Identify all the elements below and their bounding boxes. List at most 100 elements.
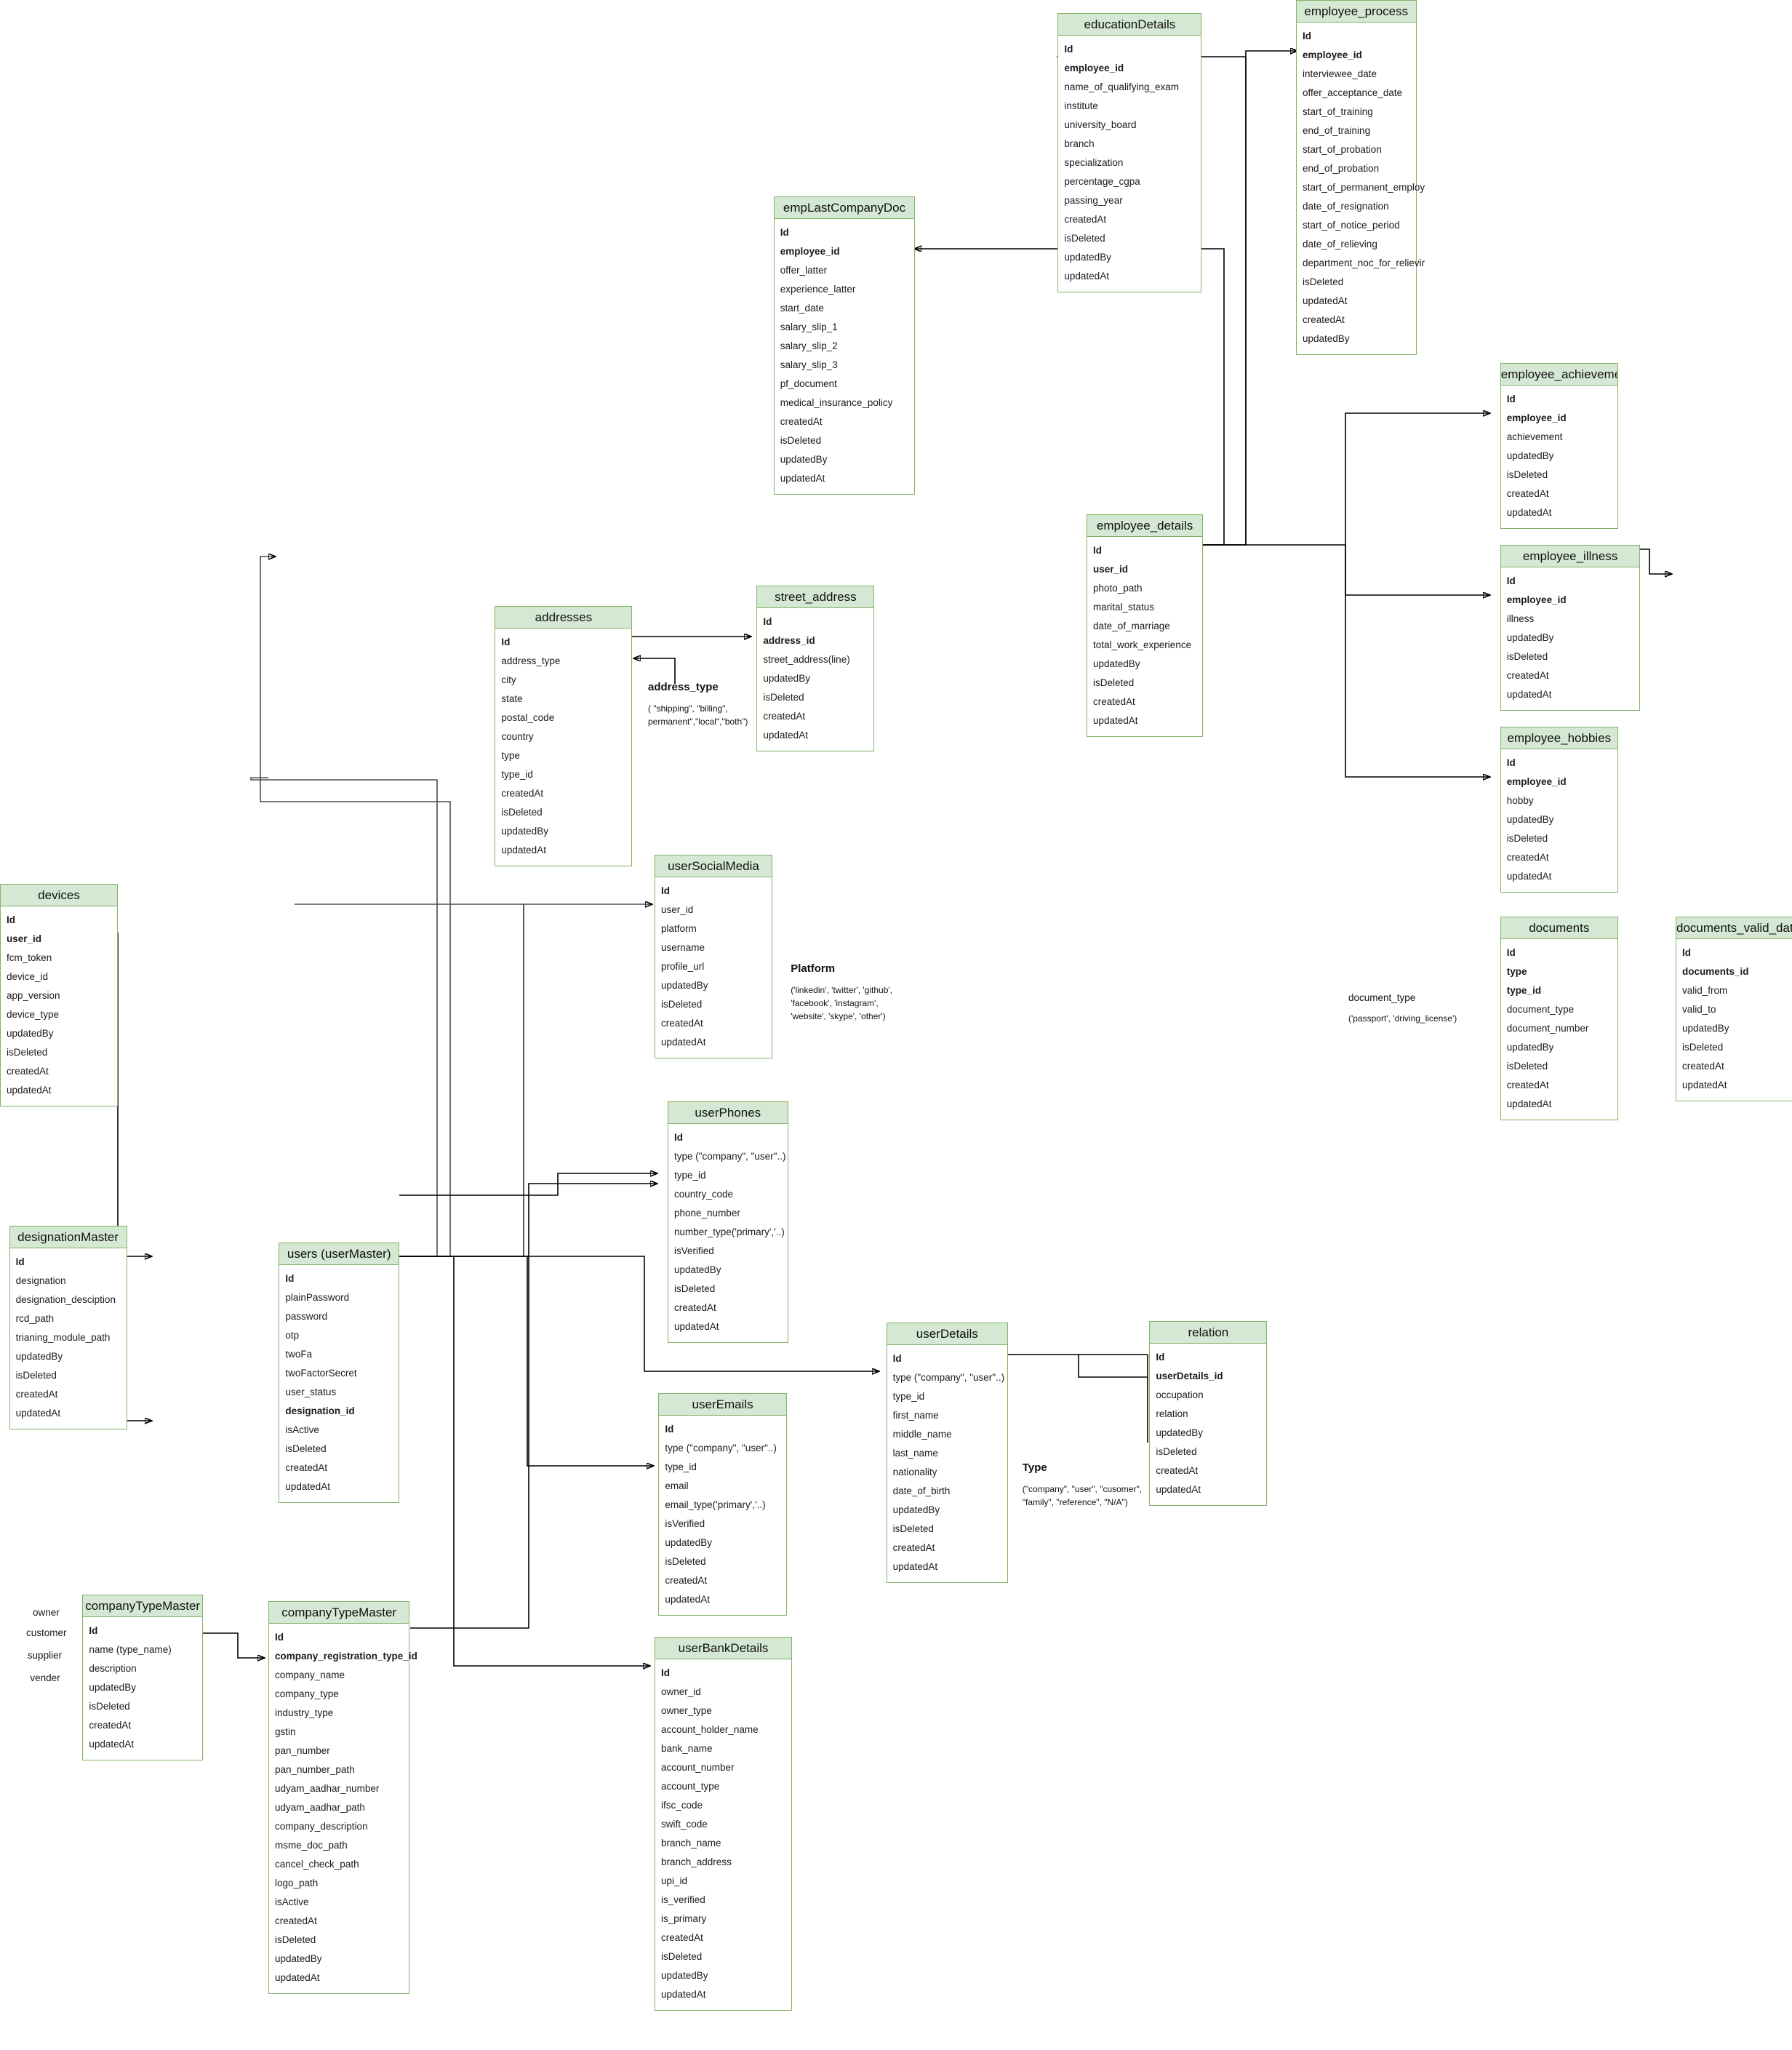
entity-field: date_of_relieving <box>1303 239 1377 250</box>
entity-field: username <box>661 942 705 954</box>
entity-title: companyTypeMaster <box>269 1602 409 1624</box>
entity-field: offer_latter <box>780 265 828 276</box>
entity-companyTypeMaster_right[interactable]: companyTypeMaster Id company_registration_… <box>268 1601 417 1995</box>
entity-employee_hobbies[interactable]: employee_hobbies Id employee_id hobby update… <box>1500 727 1618 893</box>
entity-field: type ("company", "user"..) <box>892 1372 1005 1383</box>
entity-street_address[interactable]: street_address Id address_id street_address… <box>756 585 875 751</box>
entity-employee_details[interactable]: employee_details Id user_id photo_path marit… <box>1087 514 1204 738</box>
entity-field: isDeleted <box>7 1047 48 1058</box>
entity-field: createdAt <box>780 416 823 427</box>
entity-field: updatedAt <box>1506 506 1552 518</box>
entity-field: Id <box>892 1353 902 1364</box>
entity-field: updatedBy <box>275 1953 322 1965</box>
entity-field-list: Id type ("company", "user"..) type_id first… <box>887 1345 1007 1582</box>
entity-field: Id <box>501 637 511 648</box>
entity-field: institute <box>1064 100 1098 111</box>
entity-userSocialMedia[interactable]: userSocialMedia Id user_id platform username… <box>655 855 772 1059</box>
entity-field: account_type <box>661 1781 720 1792</box>
entity-userBankDetails[interactable]: userBankDetails Id owner_id owner_type accou… <box>655 1637 792 2011</box>
entity-field: device_type <box>7 1009 60 1020</box>
entity-field: last_name <box>892 1448 938 1459</box>
entity-field: illness <box>1506 613 1535 624</box>
entity-field: createdAt <box>15 1388 58 1400</box>
entity-field: app_version <box>7 990 60 1001</box>
entity-relation[interactable]: relation Id userDetails_id occupation relati… <box>1149 1321 1268 1507</box>
entity-field: createdAt <box>285 1462 328 1474</box>
entity-title: educationDetails <box>1058 14 1201 36</box>
entity-title: documents_valid_date <box>1676 917 1792 939</box>
entity-field: profile_url <box>661 961 705 973</box>
entity-field: isDeleted <box>1506 1061 1548 1072</box>
entity-field: employee_id <box>1506 412 1567 423</box>
entity-field: createdAt <box>501 788 544 799</box>
entity-field: is_primary <box>661 1913 707 1924</box>
entity-field: Id <box>763 615 772 627</box>
note-title: address_type <box>648 681 719 693</box>
entity-field: Id <box>1682 947 1691 958</box>
entity-field-list: Id address_id street_address(line) updatedB… <box>757 608 873 751</box>
entity-field: createdAt <box>674 1301 716 1313</box>
entity-field: Id <box>665 1424 674 1435</box>
entity-field: specialization <box>1064 157 1124 168</box>
entity-field: university_board <box>1064 119 1137 130</box>
entity-field-list: Id type ("company", "user"..) type_id count… <box>668 1124 788 1342</box>
entity-field-list: Id user_id platform username profile_url upda… <box>655 877 772 1058</box>
entity-field: branch_address <box>661 1856 732 1867</box>
entity-devices[interactable]: devices Id user_id fcm_token device_id app_ve… <box>0 884 118 1106</box>
entity-designationMaster[interactable]: designationMaster Id designation designatio… <box>9 1225 127 1429</box>
entity-field: swift_code <box>661 1819 708 1830</box>
entity-field: createdAt <box>1506 487 1549 499</box>
entity-field: createdAt <box>1156 1465 1199 1477</box>
entity-users[interactable]: users (userMaster) Id plainPassword passwor… <box>279 1243 399 1504</box>
entity-title: userPhones <box>668 1101 788 1124</box>
entity-employee_process[interactable]: employee_process Id employee_id interviewee… <box>1296 0 1425 355</box>
entity-field: employee_id <box>1506 776 1567 787</box>
entity-field: start_of_training <box>1303 106 1373 117</box>
entity-userPhones[interactable]: userPhones Id type ("company", "user"..) ty… <box>668 1101 788 1343</box>
entity-field: isDeleted <box>15 1369 57 1381</box>
entity-field: updatedAt <box>1506 871 1552 882</box>
note-line: 'facebook', 'instagram', <box>791 998 879 1008</box>
note-line: ('linkedin', 'twitter', 'github', <box>791 985 892 995</box>
entity-field: createdAt <box>1682 1061 1724 1072</box>
entity-field: is_verified <box>661 1894 705 1905</box>
entity-field: state <box>501 693 523 705</box>
entity-companyTypeMaster_left[interactable]: companyTypeMaster Id name (type_name) descr… <box>82 1595 203 1761</box>
entity-field: updatedBy <box>665 1537 712 1549</box>
entity-field: msme_doc_path <box>275 1840 348 1851</box>
entity-field: company_name <box>275 1670 345 1681</box>
entity-field: pf_document <box>780 378 837 389</box>
entity-title: userSocialMedia <box>655 856 772 878</box>
entity-field: isDeleted <box>665 1556 706 1568</box>
entity-empLastCompanyDoc[interactable]: empLastCompanyDoc Id employee_id offer_latt… <box>773 196 916 495</box>
entity-field: documents_id <box>1682 966 1749 977</box>
entity-field: isDeleted <box>661 999 703 1010</box>
entity-field: designation_desciption <box>15 1293 116 1305</box>
entity-field: twoFactorSecret <box>285 1368 357 1379</box>
vender-label: vender <box>30 1672 60 1683</box>
entity-field: user_id <box>7 933 42 944</box>
entity-userEmails[interactable]: userEmails Id type ("company", "user"..) ty… <box>658 1393 787 1616</box>
entity-title: addresses <box>495 607 632 629</box>
entity-employee_achievements[interactable]: employee_achievements Id employee_idachiev… <box>1500 362 1618 529</box>
entity-field: isDeleted <box>763 691 804 703</box>
entity-field: total_work_experience <box>1093 639 1192 651</box>
entity-field: account_holder_name <box>661 1724 759 1735</box>
entity-field: plainPassword <box>285 1292 350 1304</box>
entity-field: country <box>501 731 534 743</box>
entity-field: country_code <box>674 1188 734 1200</box>
entity-userDetails[interactable]: userDetails Id type ("company", "user"..) t… <box>886 1323 1008 1583</box>
entity-title: devices <box>1 885 117 906</box>
entity-addresses[interactable]: addresses Id address_type city state postal_c… <box>495 606 633 867</box>
entity-field: updatedBy <box>674 1264 721 1275</box>
entity-documents[interactable]: documents Id type type_id document_type docum… <box>1500 917 1618 1120</box>
entity-field: relation <box>1156 1408 1188 1420</box>
entity-educationDetails[interactable]: educationDetails Id employee_id name_of_qua… <box>1057 13 1202 292</box>
entity-field: isDeleted <box>1506 833 1548 844</box>
entity-field: name_of_qualifying_exam <box>1064 81 1179 92</box>
entity-field: updatedBy <box>501 826 548 837</box>
entity-employee_illness[interactable]: employee_illness Id employee_id illness upda… <box>1500 544 1641 711</box>
entity-field: salary_slip_3 <box>780 359 838 370</box>
entity-documents_valid_date[interactable]: documents_valid_date Id documents_id valid_… <box>1676 917 1792 1101</box>
entity-field-list: Id employee_id illness updatedBy isDeleted cr… <box>1501 567 1640 710</box>
